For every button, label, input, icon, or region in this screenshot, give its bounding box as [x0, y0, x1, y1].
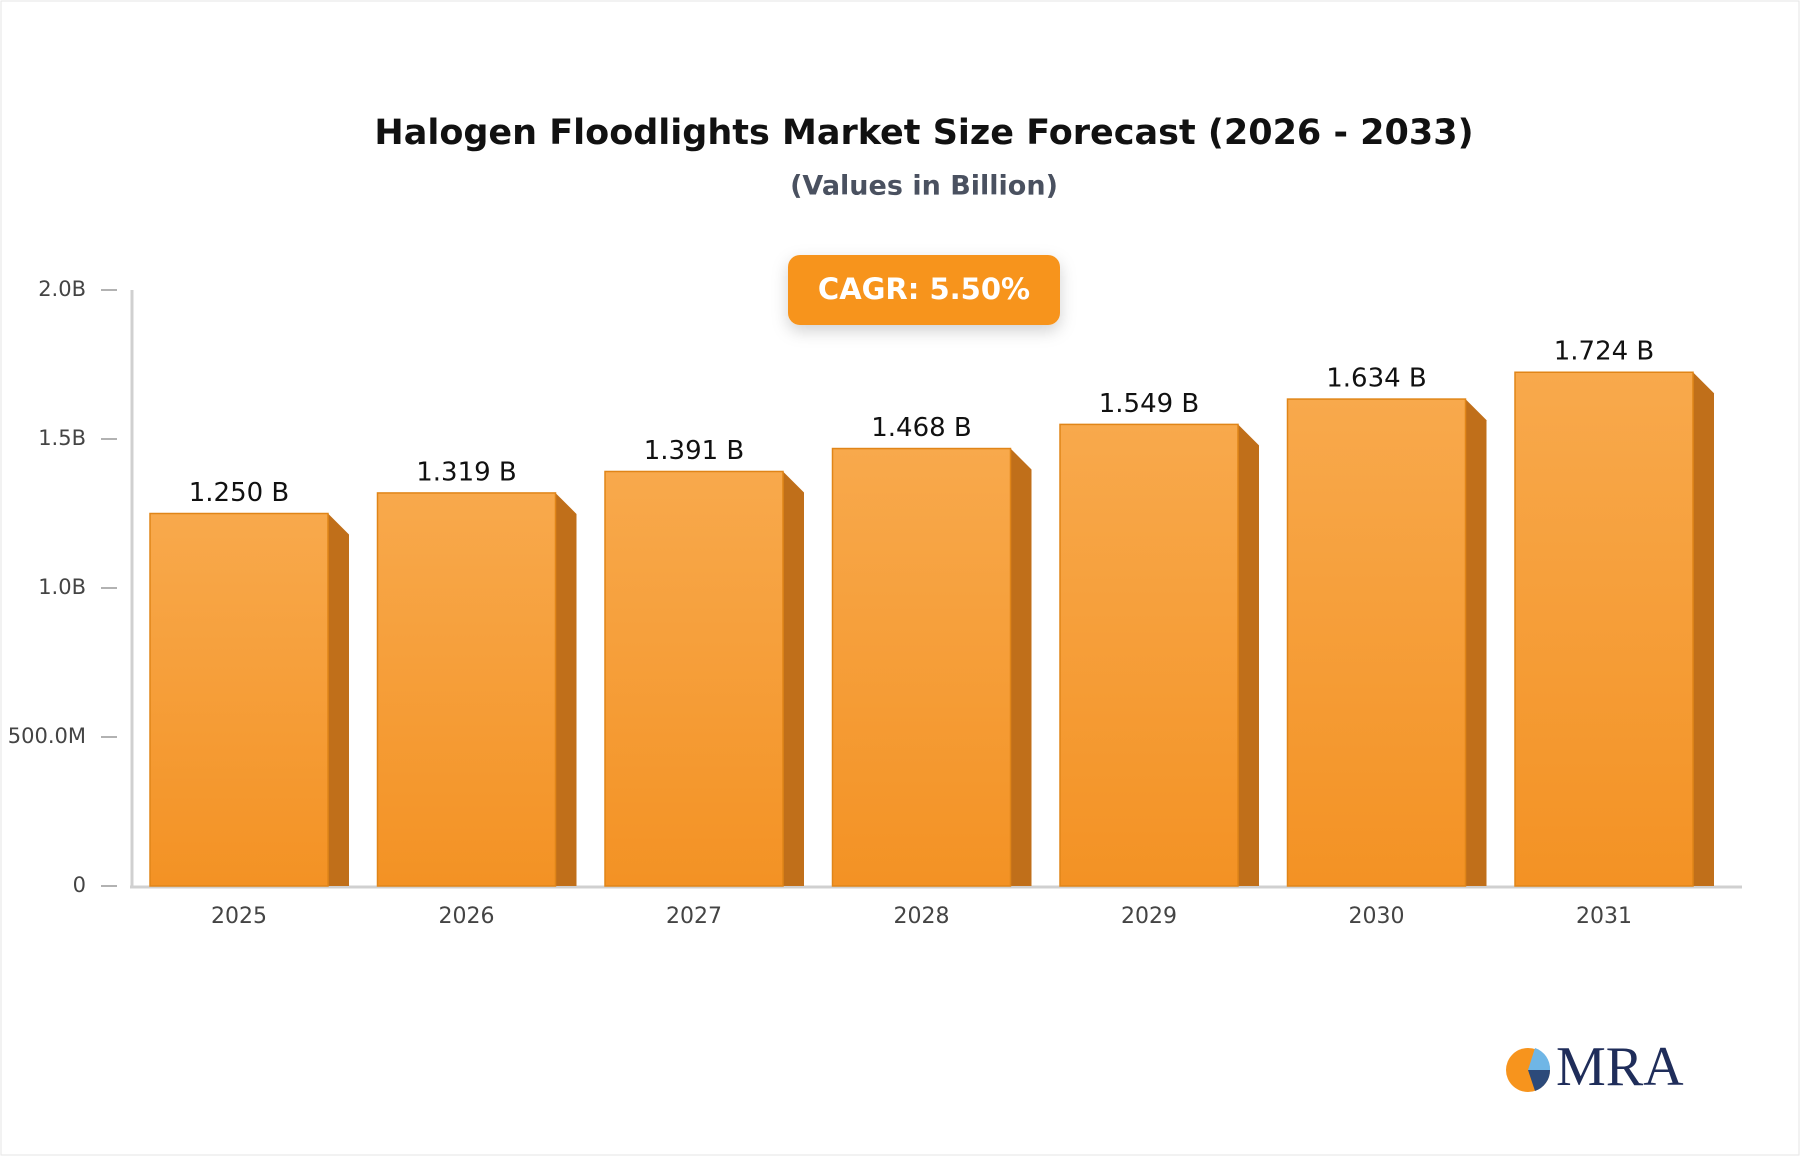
- bar-side: [1238, 424, 1259, 886]
- bar-side: [1693, 372, 1714, 886]
- x-tick-label: 2026: [439, 904, 495, 929]
- bar: [831, 447, 1012, 887]
- value-label: 1.468 B: [871, 413, 972, 443]
- value-label: 1.319 B: [416, 457, 517, 487]
- x-tick-label: 2025: [211, 904, 267, 929]
- x-tick-label: 2031: [1576, 904, 1632, 929]
- x-tick-label: 2029: [1121, 904, 1177, 929]
- x-tick-label: 2027: [666, 904, 722, 929]
- bar: [149, 512, 329, 887]
- bar: [1059, 423, 1239, 887]
- logo: MRA: [1506, 1036, 1684, 1098]
- value-label: 1.250 B: [189, 478, 290, 508]
- logo-text: MRA: [1556, 1036, 1684, 1098]
- bar-side: [783, 471, 804, 886]
- value-label: 1.634 B: [1326, 364, 1427, 394]
- value-label: 1.549 B: [1099, 389, 1200, 419]
- y-tick-label: 500.0M: [8, 724, 86, 748]
- y-tick-label: 1.5B: [38, 426, 86, 450]
- cagr-badge: [788, 255, 1060, 325]
- bar-side: [1010, 448, 1032, 886]
- bar-side: [1465, 399, 1487, 886]
- logo-mark-slice: [1528, 1048, 1551, 1070]
- bar: [604, 470, 784, 887]
- x-tick-label: 2028: [894, 904, 950, 929]
- bar: [1514, 371, 1694, 887]
- value-label: 1.724 B: [1554, 337, 1655, 367]
- value-label: 1.391 B: [644, 436, 745, 466]
- bar: [376, 492, 557, 887]
- bar-side: [328, 513, 349, 886]
- chart-title: Halogen Floodlights Market Size Forecast…: [374, 113, 1473, 153]
- y-tick-label: 1.0B: [38, 575, 86, 599]
- logo-mark-slice: [1528, 1070, 1551, 1091]
- y-tick-label: 0: [73, 873, 86, 897]
- bar: [1286, 398, 1467, 887]
- y-tick-label: 2.0B: [38, 277, 86, 301]
- cagr-label: CAGR: 5.50%: [818, 272, 1030, 306]
- x-tick-label: 2030: [1349, 904, 1405, 929]
- chart-subtitle: (Values in Billion): [790, 171, 1058, 202]
- bar-side: [555, 492, 577, 886]
